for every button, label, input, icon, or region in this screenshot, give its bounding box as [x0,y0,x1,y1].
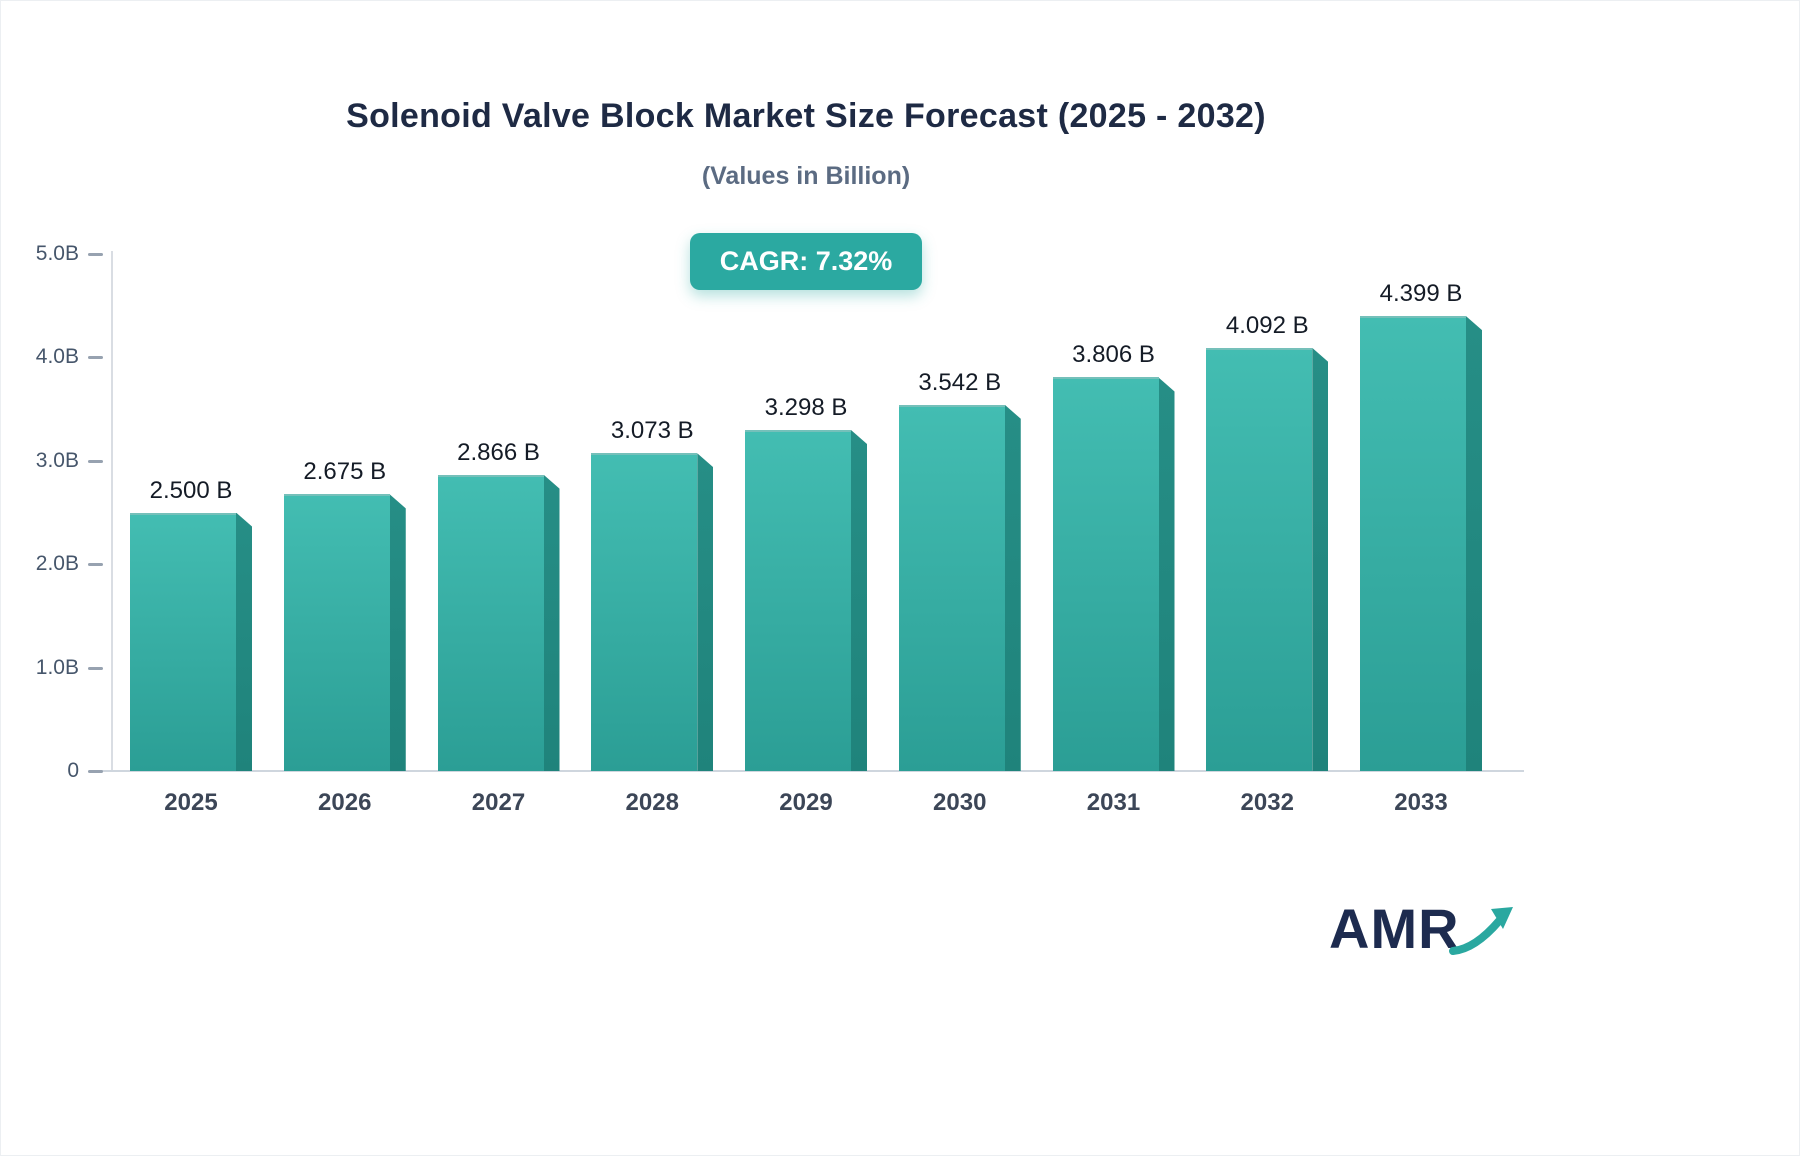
x-tick-label: 2026 [318,789,372,816]
y-tick-mark [88,356,103,360]
bar [745,429,851,771]
bar-side-face [236,512,252,771]
x-tick-label: 2032 [1240,789,1294,816]
chart-header: Solenoid Valve Block Market Size Forecas… [1,97,1611,290]
x-tick-label: 2027 [471,789,526,816]
chart-subtitle: (Values in Billion) [701,162,911,190]
bar-side-face [1004,404,1021,771]
y-tick-mark [88,563,103,567]
bar-value-label: 3.542 B [918,368,1002,396]
bar-value-label: 3.298 B [764,393,848,421]
brand-logo: AMR [1329,897,1513,969]
y-tick-mark [88,459,103,463]
bar-side-face [543,474,560,771]
bar [437,474,544,771]
bar-value-label: 4.399 B [1379,280,1463,308]
y-tick-label: 3.0B [35,448,79,472]
brand-logo-text: AMR [1329,897,1460,960]
y-tick-label: 2.0B [35,552,79,576]
y-tick-mark [88,666,103,670]
bar [591,453,698,771]
y-tick-label: 5.0B [35,242,79,265]
bar-side-face [851,429,867,771]
bar-side-face [389,494,406,771]
x-tick-label: 2030 [933,789,987,816]
bar-side-face [1466,316,1482,771]
bar-value-label: 2.500 B [149,476,233,504]
bar [283,494,390,771]
bar [898,404,1005,771]
y-tick-mark [88,770,103,773]
bar [1360,316,1466,771]
x-tick-label: 2025 [164,789,218,816]
growth-arrow-icon [1449,907,1513,955]
x-tick-label: 2033 [1394,789,1448,816]
bar [1206,347,1313,771]
bar-value-label: 4.092 B [1225,311,1309,339]
bar [1052,377,1159,771]
bar-side-face [1158,377,1175,771]
cagr-badge: CAGR: 7.32% [689,233,923,290]
y-axis-line [111,251,113,771]
bar-value-label: 3.806 B [1072,341,1155,369]
x-tick-label: 2031 [1086,789,1141,816]
bar-value-label: 2.675 B [303,458,387,486]
x-tick-label: 2028 [625,789,679,816]
y-tick-label: 1.0B [35,655,79,679]
y-tick-label: 0 [67,759,79,782]
bar-value-label: 2.866 B [457,438,540,466]
chart-title: Solenoid Valve Block Market Size Forecas… [346,97,1266,135]
bar-side-face [1312,347,1329,771]
y-tick-label: 4.0B [35,345,79,369]
bar-value-label: 3.073 B [610,417,694,445]
bar [130,512,236,771]
y-tick-mark [88,253,103,256]
bar-side-face [697,453,714,771]
x-axis-line [96,770,1524,772]
x-tick-label: 2029 [779,789,833,816]
